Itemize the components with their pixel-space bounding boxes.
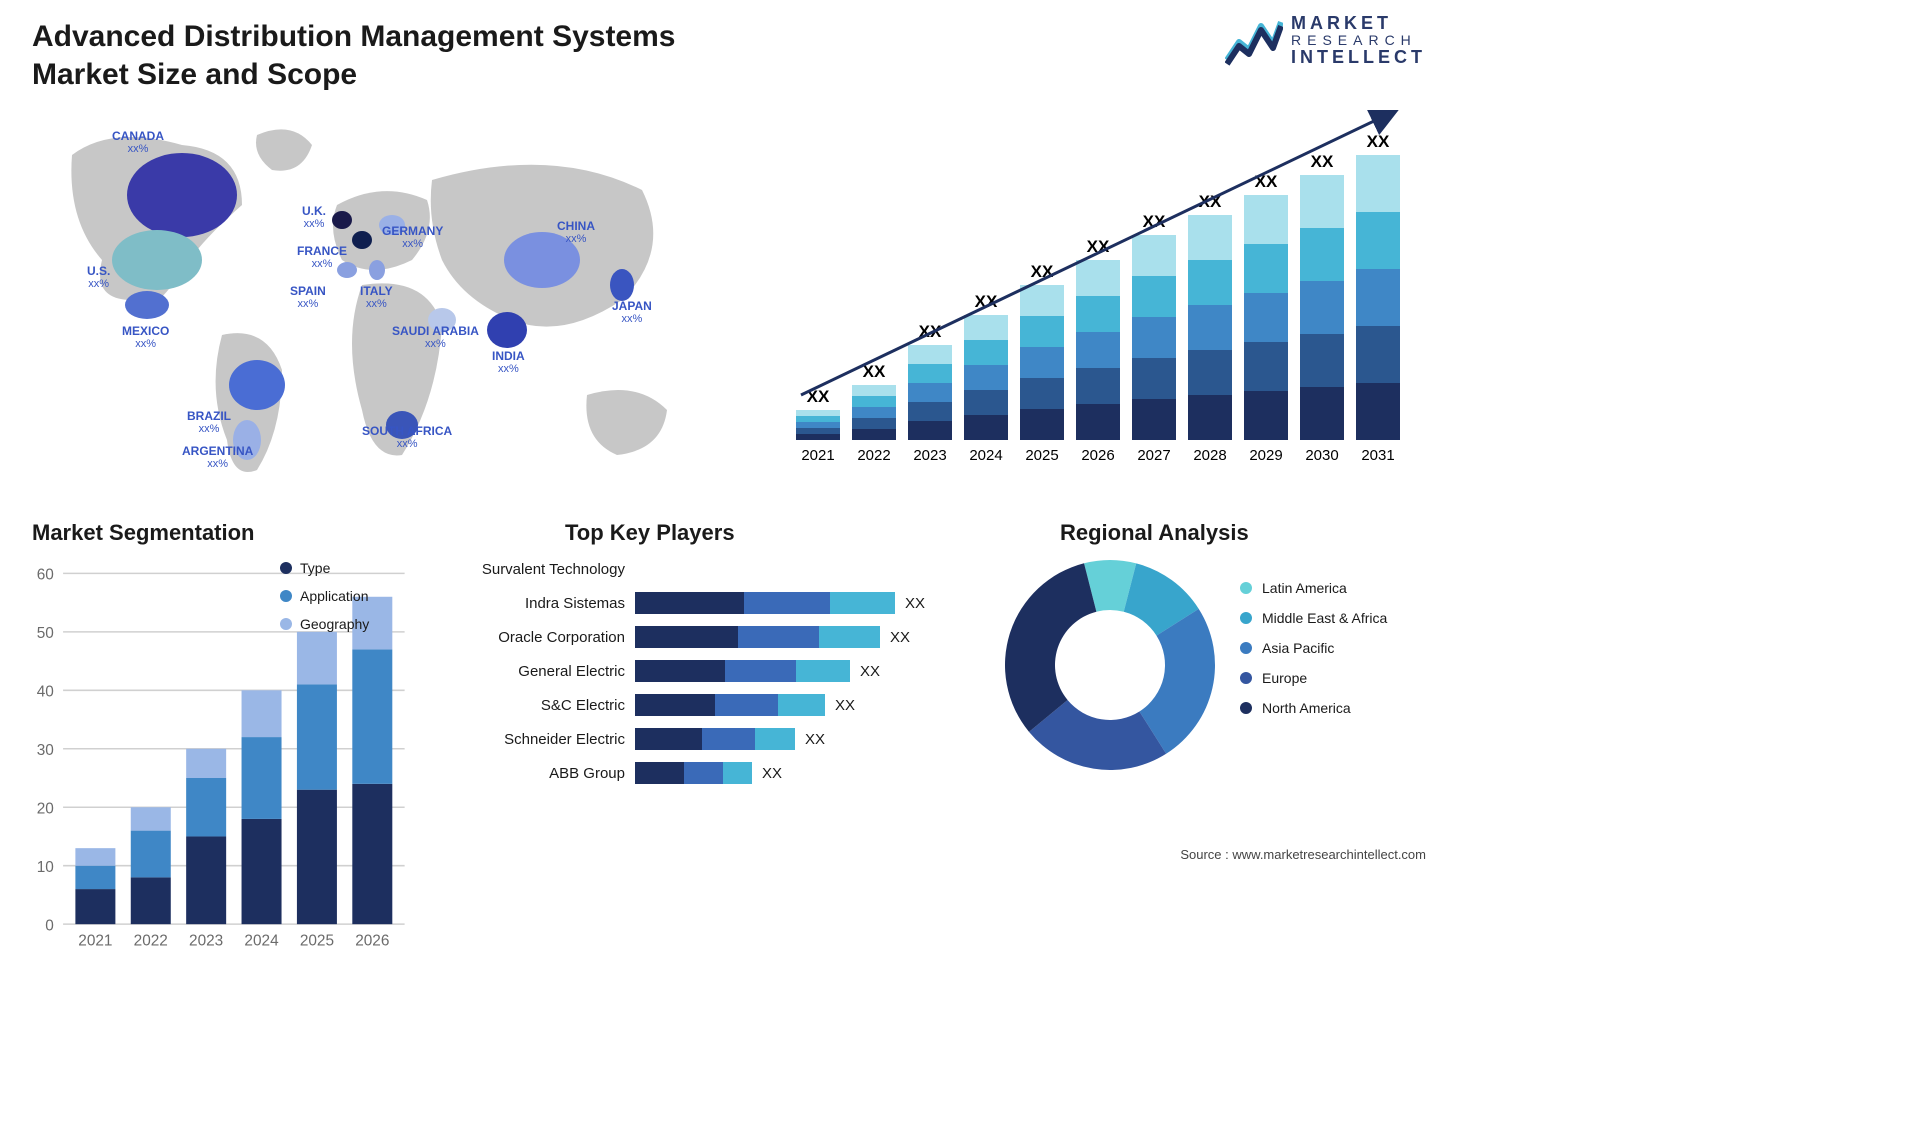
regional-donut — [1000, 555, 1220, 775]
map-label-argentina: ARGENTINAxx% — [182, 445, 253, 470]
segmentation-heading: Market Segmentation — [32, 520, 255, 546]
map-label-china: CHINAxx% — [557, 220, 595, 245]
svg-text:10: 10 — [37, 859, 54, 876]
svg-text:XX: XX — [1311, 152, 1334, 171]
svg-text:2024: 2024 — [969, 447, 1002, 464]
svg-text:2021: 2021 — [78, 933, 112, 950]
regional-heading: Regional Analysis — [1060, 520, 1249, 546]
svg-text:60: 60 — [37, 567, 54, 584]
region-legend-item: Middle East & Africa — [1240, 610, 1430, 626]
world-map: CANADAxx% U.S.xx% MEXICOxx% BRAZILxx% ARGENT… — [32, 110, 702, 500]
player-row: Survalent Technology — [470, 555, 960, 583]
svg-text:2026: 2026 — [355, 933, 389, 950]
segmentation-legend-item: Application — [280, 588, 369, 604]
player-row: Schneider ElectricXX — [470, 725, 960, 753]
logo-line-3: INTELLECT — [1291, 48, 1426, 67]
map-label-mexico: MEXICOxx% — [122, 325, 169, 350]
brand-logo: MARKET RESEARCH INTELLECT — [1225, 14, 1426, 66]
region-legend-item: North America — [1240, 700, 1430, 716]
region-legend-item: Europe — [1240, 670, 1430, 686]
svg-text:20: 20 — [37, 800, 54, 817]
svg-text:30: 30 — [37, 742, 54, 759]
segmentation-legend-item: Geography — [280, 616, 369, 632]
region-legend-item: Latin America — [1240, 580, 1430, 596]
svg-text:2023: 2023 — [189, 933, 223, 950]
svg-text:2028: 2028 — [1193, 447, 1226, 464]
svg-text:2029: 2029 — [1249, 447, 1282, 464]
logo-line-2: RESEARCH — [1291, 33, 1426, 48]
svg-text:0: 0 — [45, 917, 54, 934]
growth-chart: XX2021XX2022XX2023XX2024XX2025XX2026XX20… — [786, 110, 1426, 470]
player-row: S&C ElectricXX — [470, 691, 960, 719]
players-heading: Top Key Players — [565, 520, 735, 546]
segmentation-legend-item: Type — [280, 560, 369, 576]
source-text: Source : www.marketresearchintellect.com — [1180, 847, 1426, 862]
svg-text:2023: 2023 — [913, 447, 946, 464]
logo-icon — [1225, 14, 1283, 66]
key-players: Survalent Technology Indra SistemasXX Orac… — [470, 555, 960, 835]
player-row: ABB GroupXX — [470, 759, 960, 787]
svg-text:2025: 2025 — [300, 933, 334, 950]
page-title: Advanced Distribution Management Systems… — [32, 18, 752, 93]
svg-text:2021: 2021 — [801, 447, 834, 464]
logo-line-1: MARKET — [1291, 14, 1426, 33]
svg-text:50: 50 — [37, 625, 54, 642]
player-row: General ElectricXX — [470, 657, 960, 685]
map-label-brazil: BRAZILxx% — [187, 410, 231, 435]
svg-text:2030: 2030 — [1305, 447, 1338, 464]
map-label-canada: CANADAxx% — [112, 130, 164, 155]
map-label-france: FRANCExx% — [297, 245, 347, 270]
map-label-u-k-: U.K.xx% — [302, 205, 326, 230]
svg-text:2025: 2025 — [1025, 447, 1058, 464]
map-label-saudi-arabia: SAUDI ARABIAxx% — [392, 325, 479, 350]
region-legend-item: Asia Pacific — [1240, 640, 1430, 656]
svg-text:2031: 2031 — [1361, 447, 1394, 464]
map-label-germany: GERMANYxx% — [382, 225, 443, 250]
segmentation-legend: Type Application Geography — [280, 560, 369, 644]
svg-text:2022: 2022 — [134, 933, 168, 950]
map-label-south-africa: SOUTH AFRICAxx% — [362, 425, 452, 450]
svg-text:2027: 2027 — [1137, 447, 1170, 464]
player-row: Oracle CorporationXX — [470, 623, 960, 651]
svg-text:2022: 2022 — [857, 447, 890, 464]
player-row: Indra SistemasXX — [470, 589, 960, 617]
svg-text:2026: 2026 — [1081, 447, 1114, 464]
map-label-spain: SPAINxx% — [290, 285, 326, 310]
regional-legend: Latin America Middle East & Africa Asia Pa… — [1240, 580, 1430, 730]
svg-text:40: 40 — [37, 683, 54, 700]
map-label-japan: JAPANxx% — [612, 300, 652, 325]
map-label-italy: ITALYxx% — [360, 285, 393, 310]
svg-text:XX: XX — [1367, 132, 1390, 151]
map-label-u-s-: U.S.xx% — [87, 265, 110, 290]
svg-text:2024: 2024 — [244, 933, 279, 950]
map-label-india: INDIAxx% — [492, 350, 525, 375]
